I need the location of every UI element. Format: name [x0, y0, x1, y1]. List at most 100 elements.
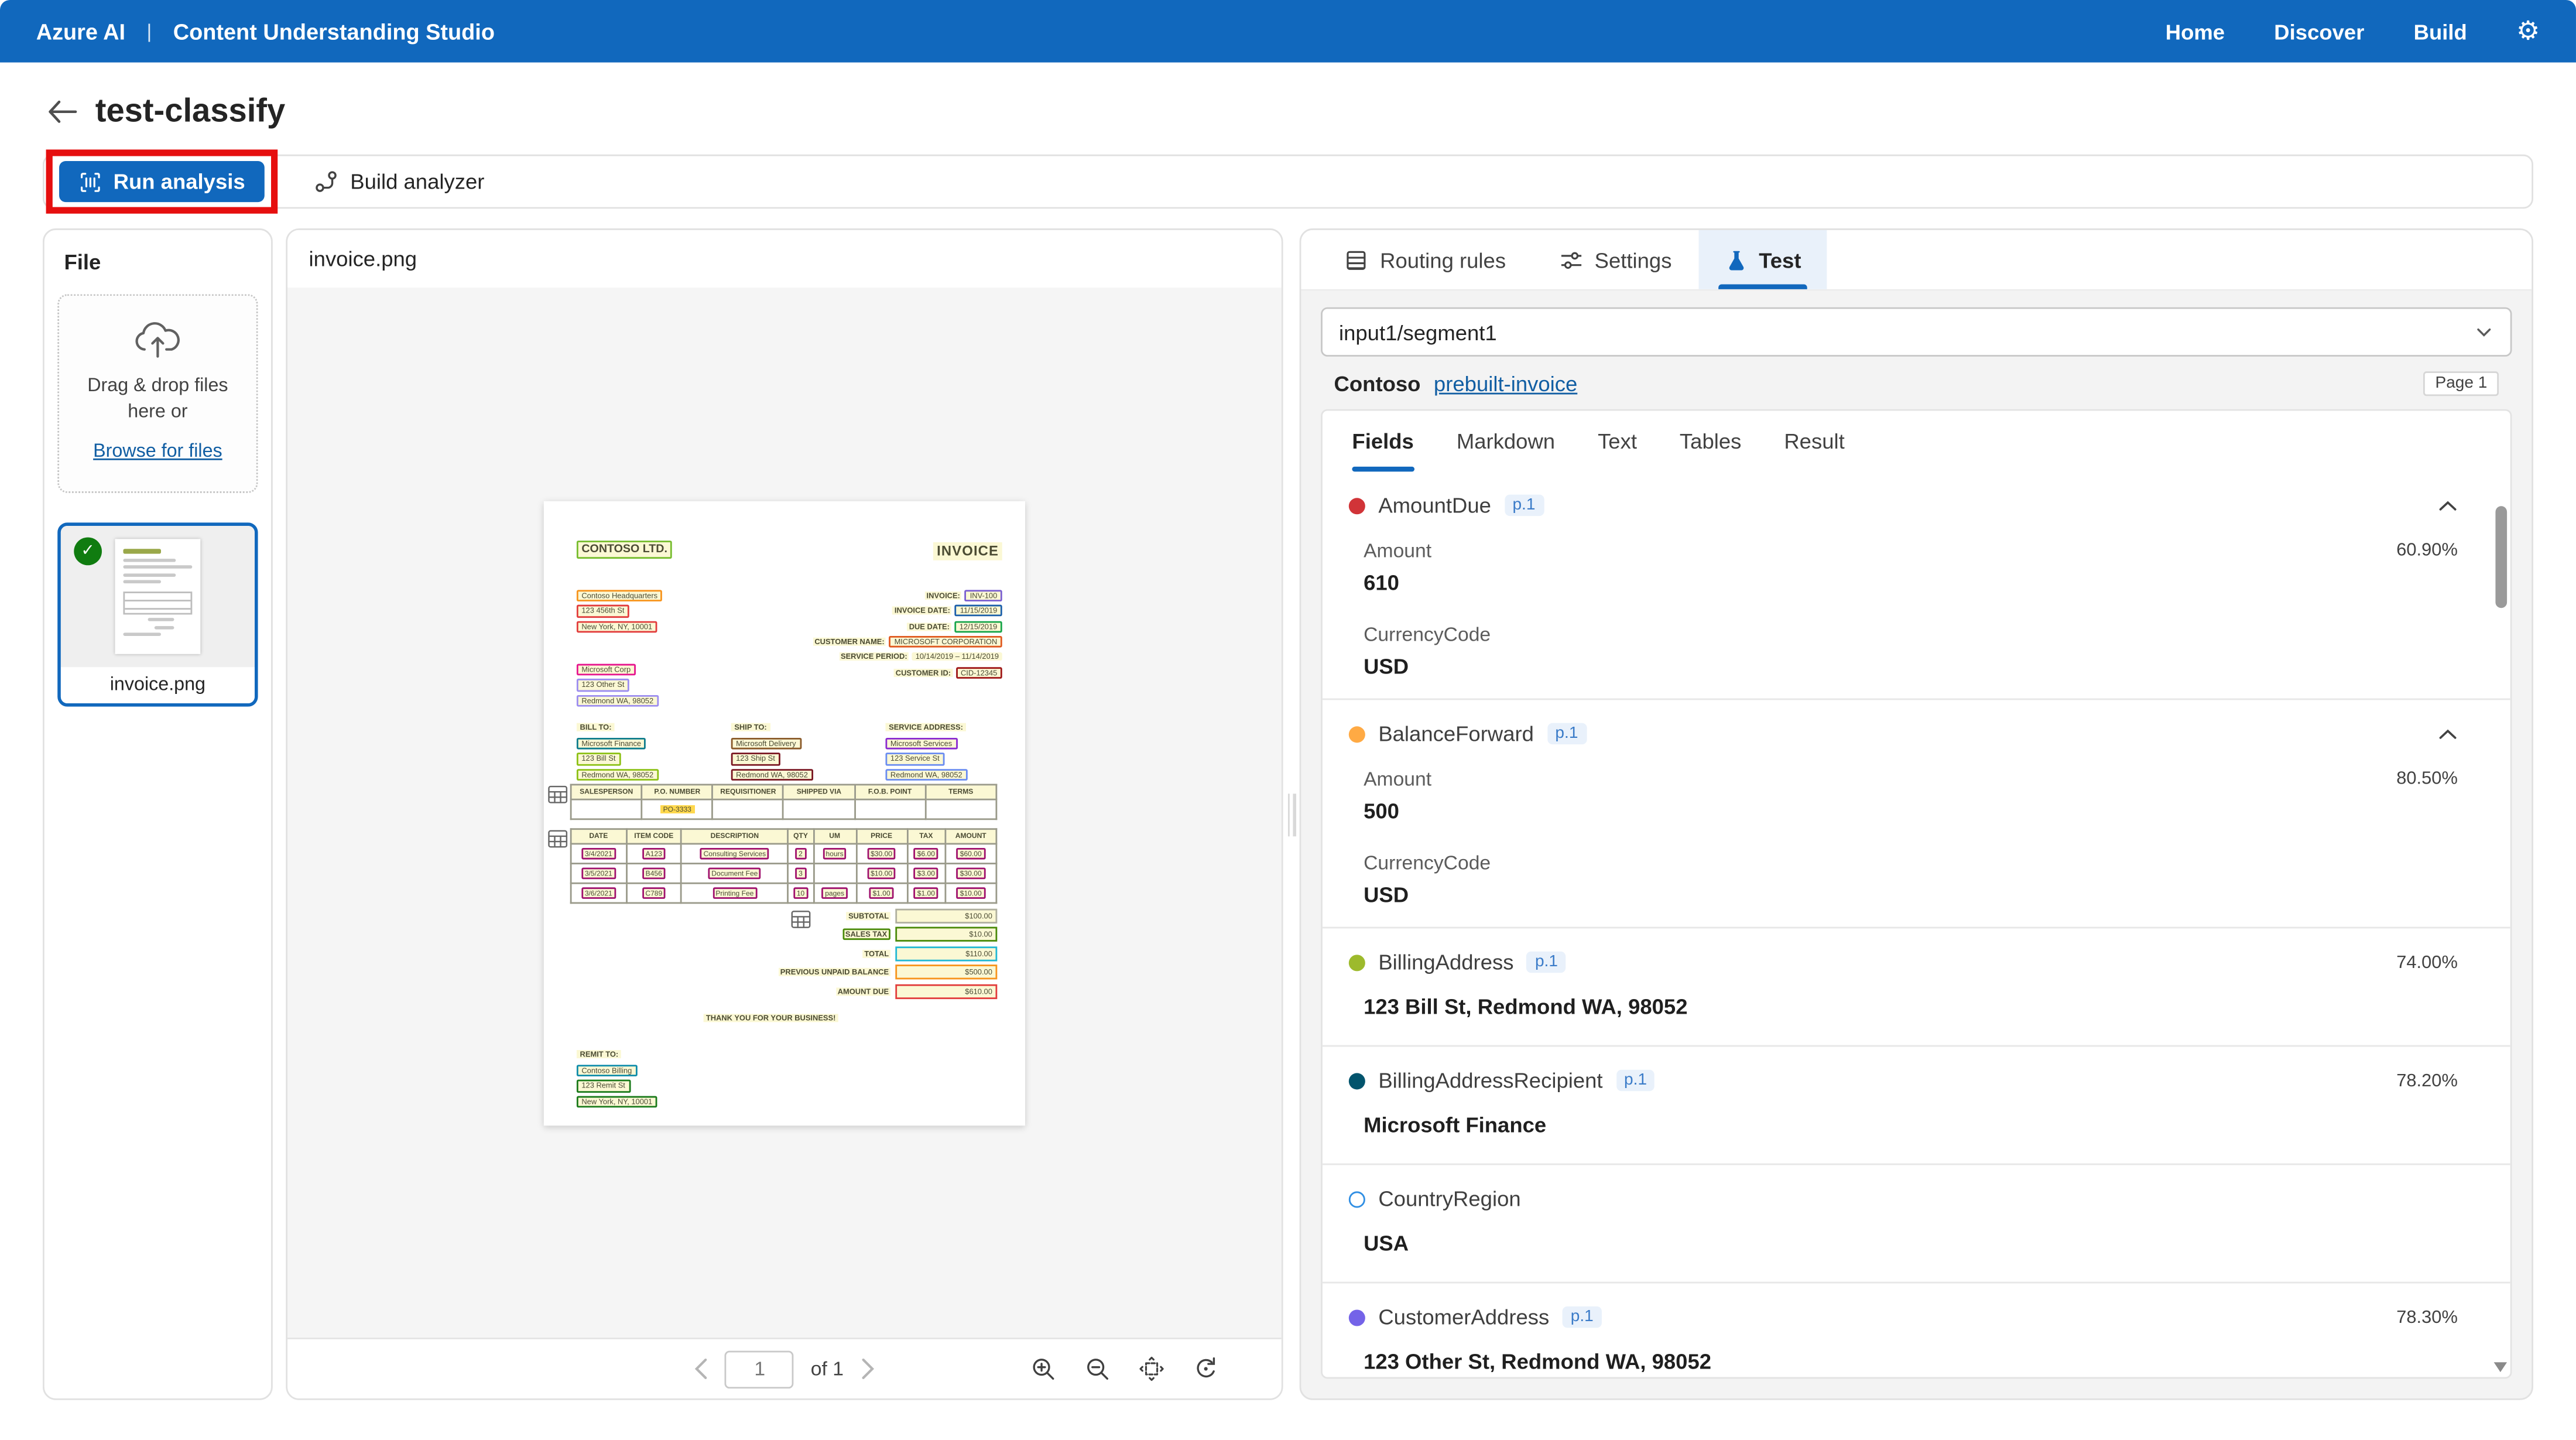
field-list[interactable]: AmountDue p.1 Amount 60.90% 610 CurrencyC…: [1322, 471, 2510, 1377]
analyzer-link[interactable]: prebuilt-invoice: [1433, 371, 1578, 396]
preview-toolbar: of 1: [287, 1338, 1282, 1398]
invoice-kv-row: SERVICE PERIOD: 10/14/2019 – 11/14/2019: [839, 651, 1002, 660]
build-analyzer-button[interactable]: Build analyzer: [304, 167, 495, 196]
file-dropzone[interactable]: Drag & drop files here or Browse for fil…: [57, 294, 258, 494]
analysis-tabs: Routing rules Settings Test: [1301, 230, 2532, 291]
flow-icon: [314, 169, 339, 194]
tab-tables[interactable]: Tables: [1679, 429, 1742, 454]
field-header[interactable]: CustomerAddress p.1 78.30%: [1342, 1284, 2465, 1336]
invoice-kv-row: CUSTOMER NAME: MICROSOFT CORPORATION: [813, 635, 1002, 648]
back-arrow-icon[interactable]: [43, 92, 82, 131]
invoice-doc-title: INVOICE: [933, 541, 1002, 560]
field-color-dot: [1348, 497, 1365, 514]
brand-azure-ai[interactable]: Azure AI: [36, 19, 126, 44]
page-number-input[interactable]: [725, 1350, 794, 1388]
nav-discover[interactable]: Discover: [2274, 19, 2365, 44]
main-content: File Drag & drop files here or Browse fo…: [42, 228, 2534, 1400]
scrollbar-down-arrow[interactable]: [2493, 1362, 2508, 1373]
confidence-value: 60.90%: [2396, 541, 2458, 560]
chevron-up-icon[interactable]: [2438, 499, 2458, 512]
chevron-up-icon[interactable]: [2438, 727, 2458, 740]
panel-resize-handle[interactable]: [1283, 228, 1300, 1400]
next-page-button[interactable]: [860, 1357, 875, 1380]
nav-build[interactable]: Build: [2413, 19, 2467, 44]
table-marker-icon: [547, 783, 568, 804]
field-color-dot: [1348, 1309, 1365, 1326]
segment-selector-dropdown[interactable]: input1/segment1: [1321, 307, 2512, 357]
invoice-remit-street: 123 Remit St: [576, 1079, 631, 1093]
field-header[interactable]: BillingAddressRecipient p.1 78.20%: [1342, 1046, 2465, 1099]
top-bar: Azure AI | Content Understanding Studio …: [0, 0, 2576, 63]
invoice-page: CONTOSO LTD. INVOICE Contoso Headquarters 1…: [543, 500, 1026, 1125]
browse-files-link[interactable]: Browse for files: [93, 442, 222, 463]
invoice-remit-name: Contoso Billing: [576, 1063, 637, 1078]
classification-category: Contoso: [1334, 371, 1421, 396]
field-color-dot: [1348, 953, 1365, 971]
file-thumbnail-invoice[interactable]: ✓ invoice.png: [57, 522, 258, 707]
dropzone-text: Drag & drop files here or: [87, 376, 228, 423]
invoice-service-label: SERVICE ADDRESS:: [885, 722, 967, 733]
tab-label: Settings: [1594, 247, 1672, 272]
field-value: Microsoft Finance: [1364, 1112, 1547, 1137]
subfield-label: Amount: [1364, 767, 1432, 791]
command-bar: Run analysis Build analyzer: [42, 149, 2534, 214]
field-color-dot: [1348, 1072, 1365, 1089]
confidence-value: 74.00%: [2396, 952, 2458, 972]
field-value: 123 Other St, Redmond WA, 98052: [1364, 1349, 1712, 1374]
prev-page-button[interactable]: [694, 1357, 709, 1380]
tab-test[interactable]: Test: [1698, 230, 1828, 289]
chevron-down-icon: [2474, 322, 2494, 342]
result-tabs: Fields Markdown Text Tables Result: [1323, 411, 2510, 472]
confidence-value: 78.30%: [2396, 1307, 2458, 1327]
tab-fields[interactable]: Fields: [1352, 429, 1414, 472]
invoice-po-table: SALESPERSON P.O. NUMBER REQUISITIONER SHIPP…: [570, 783, 998, 819]
product-title[interactable]: Content Understanding Studio: [173, 19, 495, 44]
invoice-billto-label: BILL TO:: [576, 722, 615, 733]
preview-title: invoice.png: [287, 230, 1282, 288]
invoice-summary-row: SALES TAX $10.00: [842, 926, 998, 942]
confidence-value: 78.20%: [2396, 1070, 2458, 1090]
zoom-out-button[interactable]: [1084, 1356, 1111, 1382]
subfield-label: CurrencyCode: [1364, 622, 1491, 646]
field-name: BalanceForward: [1378, 721, 1534, 746]
invoice-customer-street: 123 Other St: [576, 678, 629, 692]
top-nav: Home Discover Build ⚙: [2165, 15, 2540, 46]
page-header: test-classify: [0, 63, 2576, 152]
scan-icon: [79, 170, 102, 193]
rotate-button[interactable]: [1193, 1356, 1219, 1382]
pager: of 1: [694, 1350, 875, 1388]
tab-markdown[interactable]: Markdown: [1456, 429, 1556, 454]
tab-routing-rules[interactable]: Routing rules: [1317, 230, 1532, 289]
fields-card: Fields Markdown Text Tables Result Amoun…: [1321, 409, 2512, 1379]
fields-scrollbar[interactable]: [2493, 483, 2508, 1373]
scrollbar-thumb[interactable]: [2495, 506, 2508, 608]
invoice-kv-row: DUE DATE: 12/15/2019: [907, 620, 1002, 632]
run-analysis-button[interactable]: Run analysis: [59, 160, 265, 203]
field-header[interactable]: AmountDue p.1: [1342, 471, 2465, 524]
field-header[interactable]: BalanceForward p.1: [1342, 700, 2465, 753]
subfield-label: Amount: [1364, 539, 1432, 562]
tab-settings[interactable]: Settings: [1532, 230, 1698, 289]
thumbnail-filename: invoice.png: [60, 667, 255, 704]
invoice-remit-city: New York, NY, 10001: [576, 1095, 657, 1109]
invoice-kv-row: INVOICE DATE: 11/15/2019: [893, 604, 1002, 617]
tab-text[interactable]: Text: [1598, 429, 1637, 454]
zoom-in-button[interactable]: [1030, 1356, 1056, 1382]
thumbnail-page: [115, 539, 201, 655]
brand-separator: |: [146, 19, 152, 43]
tab-result[interactable]: Result: [1784, 429, 1845, 454]
fit-to-page-button[interactable]: [1139, 1356, 1165, 1382]
preview-canvas[interactable]: CONTOSO LTD. INVOICE Contoso Headquarters 1…: [287, 288, 1282, 1338]
invoice-vendor-name: Contoso Headquarters: [576, 589, 663, 603]
settings-gear-icon[interactable]: ⚙: [2516, 15, 2540, 46]
invoice-shipto-label: SHIP TO:: [731, 722, 770, 733]
invoice-summary-row: SUBTOTAL $100.00: [847, 908, 998, 923]
nav-home[interactable]: Home: [2165, 19, 2225, 44]
segment-selector-value: input1/segment1: [1338, 319, 1497, 344]
zoom-controls: [1030, 1356, 1219, 1382]
invoice-kv-row: INVOICE: INV-100: [924, 589, 1002, 601]
field-header[interactable]: BillingAddress p.1 74.00%: [1342, 928, 2465, 981]
sliders-icon: [1558, 247, 1583, 272]
field-header[interactable]: CountryRegion: [1342, 1165, 2465, 1218]
